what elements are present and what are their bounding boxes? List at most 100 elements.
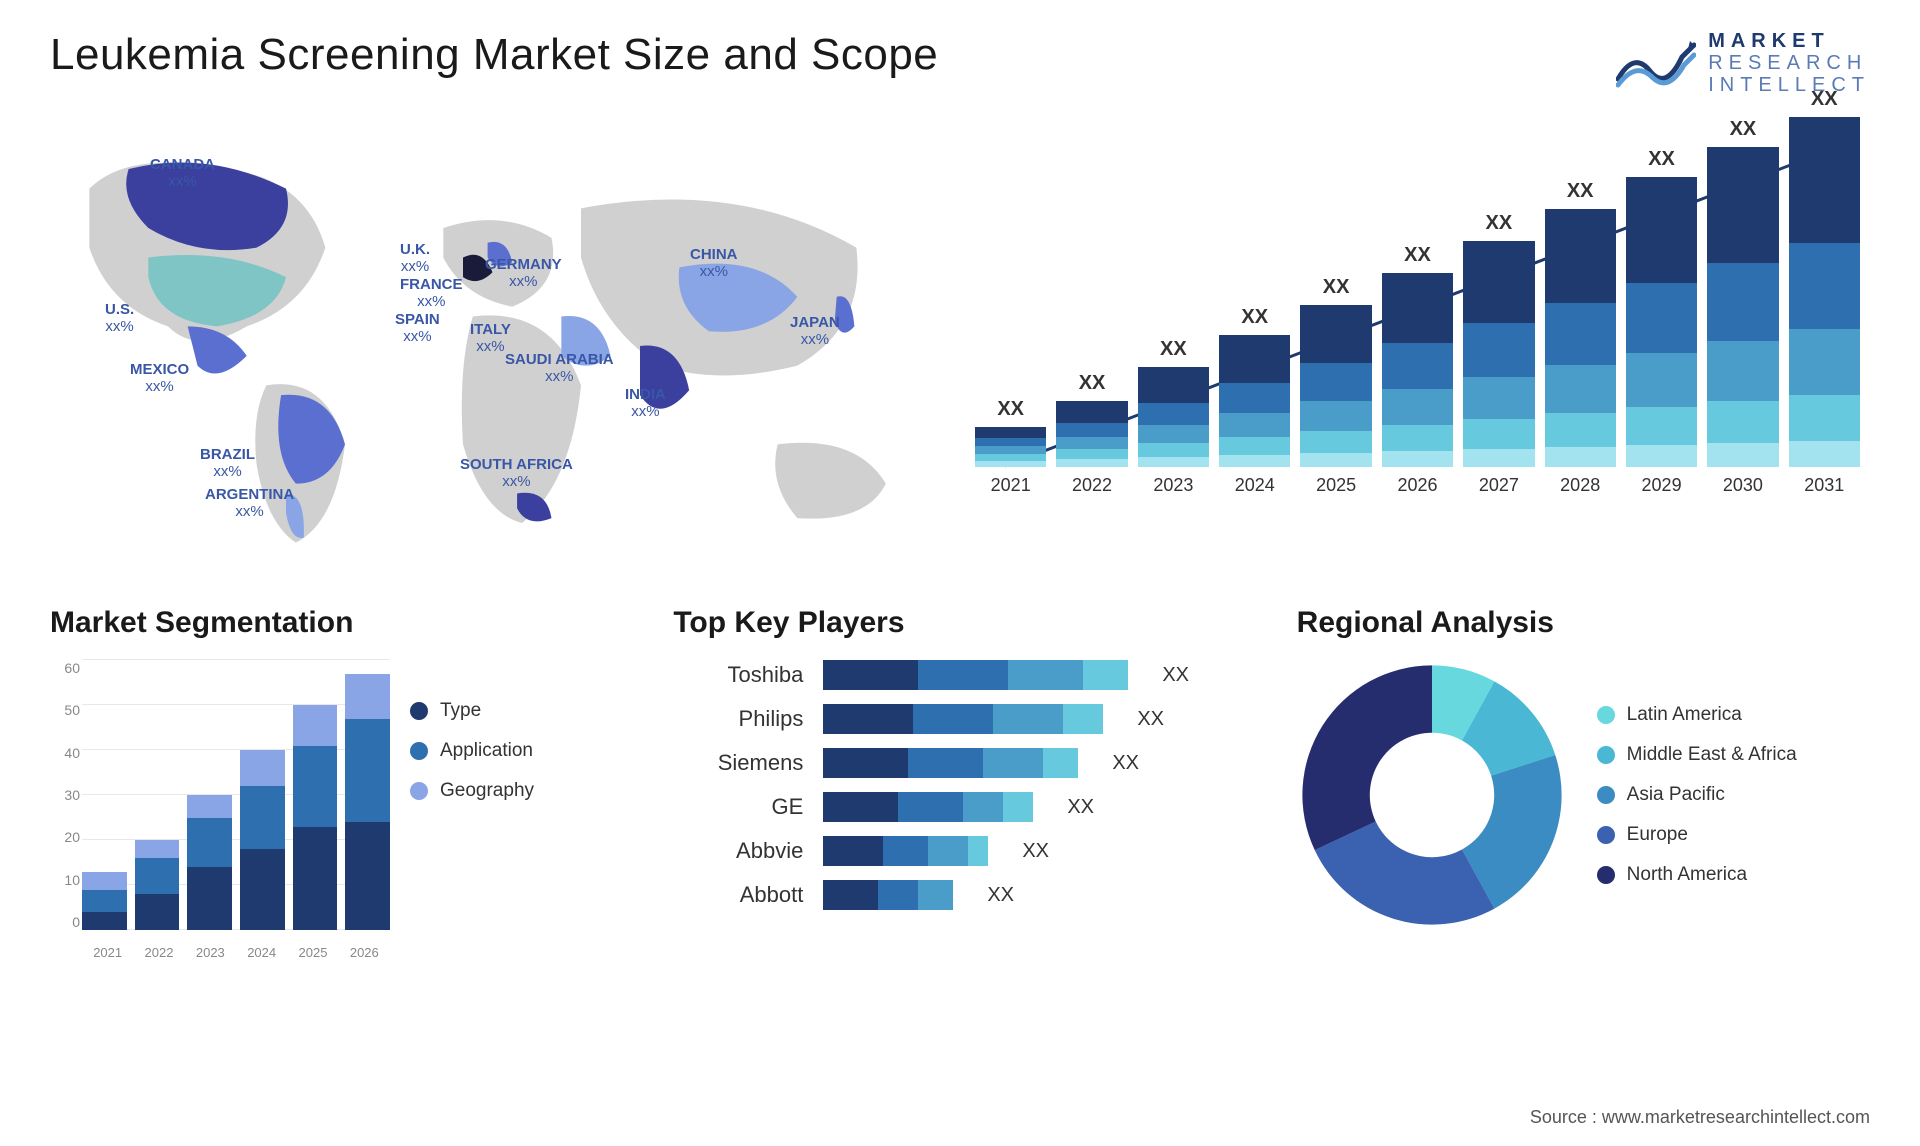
- forecast-seg: [1382, 273, 1453, 343]
- forecast-value: XX: [997, 398, 1024, 421]
- forecast-seg: [1707, 401, 1778, 443]
- forecast-chart: XX2021XX2022XX2023XX2024XX2025XX2026XX20…: [975, 126, 1870, 566]
- forecast-seg: [1138, 425, 1209, 443]
- player-row-ge: GEXX: [673, 792, 1246, 822]
- forecast-col-2025: XX2025: [1300, 276, 1371, 496]
- player-row-toshiba: Toshiba XX: [673, 660, 1246, 690]
- legend-swatch: [410, 742, 428, 760]
- player-seg: [1083, 660, 1128, 690]
- forecast-seg: [1545, 413, 1616, 447]
- seg-ytick: 50: [50, 702, 80, 718]
- regional-legend: Latin AmericaMiddle East & AfricaAsia Pa…: [1597, 704, 1797, 886]
- forecast-seg: [1382, 451, 1453, 467]
- map-label-japan: JAPANxx%: [790, 314, 840, 349]
- seg-ytick: 10: [50, 872, 80, 888]
- forecast-value: XX: [1648, 148, 1675, 171]
- forecast-seg: [1219, 335, 1290, 383]
- forecast-seg: [1707, 443, 1778, 467]
- forecast-seg: [1626, 177, 1697, 283]
- player-row-siemens: Siemens XX: [673, 748, 1246, 778]
- seg-xlabel: 2021: [82, 945, 133, 960]
- seg-bar: [240, 750, 285, 930]
- forecast-value: XX: [1241, 306, 1268, 329]
- forecast-seg: [1707, 147, 1778, 263]
- players-title: Top Key Players: [673, 606, 1246, 640]
- forecast-bar: [1789, 117, 1860, 467]
- legend-swatch: [1597, 746, 1615, 764]
- donut-slice-north-america: [1302, 665, 1432, 850]
- forecast-year-label: 2023: [1153, 475, 1193, 496]
- forecast-seg: [1545, 447, 1616, 467]
- map-label-brazil: BRAZILxx%: [200, 446, 255, 481]
- forecast-seg: [1138, 367, 1209, 403]
- seg-bar: [345, 674, 390, 931]
- player-name: Abbott: [673, 882, 803, 908]
- player-seg: [1008, 660, 1083, 690]
- forecast-value: XX: [1811, 88, 1838, 111]
- seg-ytick: 30: [50, 787, 80, 803]
- seg-seg: [240, 750, 285, 786]
- forecast-value: XX: [1323, 276, 1350, 299]
- seg-ytick: 20: [50, 829, 80, 845]
- seg-bar: [82, 872, 127, 931]
- logo-wave-icon: [1616, 35, 1696, 91]
- player-seg: [898, 792, 963, 822]
- player-seg: [983, 748, 1043, 778]
- forecast-col-2029: XX2029: [1626, 148, 1697, 496]
- forecast-bar: [1138, 367, 1209, 467]
- seg-ytick: 0: [50, 914, 80, 930]
- player-name: Toshiba: [673, 662, 803, 688]
- region-legend-item: Latin America: [1597, 704, 1797, 726]
- player-seg: [823, 660, 918, 690]
- legend-label: Middle East & Africa: [1627, 744, 1797, 766]
- player-name: Philips: [673, 706, 803, 732]
- map-label-spain: SPAINxx%: [395, 311, 440, 346]
- region-legend-item: Middle East & Africa: [1597, 744, 1797, 766]
- forecast-seg: [975, 454, 1046, 461]
- map-label-china: CHINAxx%: [690, 246, 738, 281]
- seg-seg: [293, 746, 338, 827]
- player-seg: [908, 748, 983, 778]
- players-section: Top Key Players ToshibaXXPhilipsXXSiemen…: [673, 606, 1246, 1026]
- seg-ytick: 60: [50, 660, 80, 676]
- forecast-seg: [1463, 241, 1534, 323]
- logo-text-1: MARKET: [1708, 30, 1870, 52]
- legend-label: Geography: [440, 780, 534, 802]
- logo-text-2: RESEARCH: [1708, 52, 1870, 74]
- forecast-seg: [1300, 363, 1371, 401]
- forecast-seg: [1626, 353, 1697, 407]
- player-seg: [823, 836, 883, 866]
- seg-xlabel: 2025: [287, 945, 338, 960]
- legend-label: Application: [440, 740, 533, 762]
- player-seg: [823, 792, 898, 822]
- forecast-value: XX: [1079, 372, 1106, 395]
- player-name: Siemens: [673, 750, 803, 776]
- seg-seg: [82, 890, 127, 913]
- forecast-seg: [1300, 401, 1371, 431]
- seg-ytick: 40: [50, 745, 80, 761]
- player-value: XX: [1112, 752, 1139, 775]
- seg-legend-item: Geography: [410, 780, 534, 802]
- forecast-seg: [1789, 117, 1860, 243]
- forecast-bar: [1707, 147, 1778, 467]
- forecast-year-label: 2031: [1804, 475, 1844, 496]
- regional-title: Regional Analysis: [1297, 606, 1870, 640]
- forecast-seg: [1219, 383, 1290, 413]
- players-chart: ToshibaXXPhilipsXXSiemensXXGEXXAbbvieXXA…: [673, 660, 1246, 910]
- forecast-seg: [1707, 263, 1778, 341]
- player-value: XX: [1162, 664, 1189, 687]
- forecast-seg: [1789, 395, 1860, 441]
- seg-seg: [187, 867, 232, 930]
- player-seg: [918, 660, 1008, 690]
- forecast-value: XX: [1567, 180, 1594, 203]
- seg-col-2021: [82, 872, 127, 931]
- forecast-seg: [1056, 449, 1127, 459]
- seg-seg: [240, 849, 285, 930]
- player-bar: [823, 748, 1078, 778]
- forecast-seg: [1463, 377, 1534, 419]
- legend-swatch: [1597, 786, 1615, 804]
- seg-col-2023: [187, 795, 232, 930]
- player-value: XX: [1137, 708, 1164, 731]
- forecast-col-2021: XX2021: [975, 398, 1046, 496]
- forecast-seg: [1789, 329, 1860, 395]
